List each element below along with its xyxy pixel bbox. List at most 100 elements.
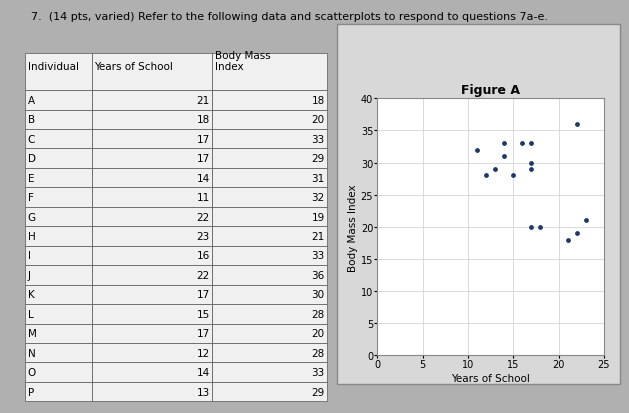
Bar bbox=[92, 304, 213, 324]
Bar bbox=[213, 343, 327, 363]
Text: 33: 33 bbox=[311, 367, 325, 377]
Point bbox=[526, 140, 537, 147]
Bar bbox=[25, 54, 92, 91]
Text: 21: 21 bbox=[197, 95, 210, 106]
Text: 12: 12 bbox=[197, 348, 210, 358]
Bar bbox=[213, 324, 327, 343]
Point bbox=[508, 173, 518, 179]
Y-axis label: Body Mass Index: Body Mass Index bbox=[348, 183, 358, 271]
Bar bbox=[92, 54, 213, 91]
Bar bbox=[92, 169, 213, 188]
Bar bbox=[25, 169, 92, 188]
Bar bbox=[25, 382, 92, 401]
Bar bbox=[25, 149, 92, 169]
Text: 32: 32 bbox=[311, 192, 325, 203]
Title: Figure A: Figure A bbox=[461, 83, 520, 97]
Text: 19: 19 bbox=[311, 212, 325, 222]
Bar bbox=[213, 110, 327, 130]
Text: O: O bbox=[28, 367, 36, 377]
Text: P: P bbox=[28, 387, 34, 397]
Point bbox=[499, 153, 509, 160]
Point bbox=[499, 140, 509, 147]
Point bbox=[517, 140, 527, 147]
Text: 15: 15 bbox=[197, 309, 210, 319]
Text: B: B bbox=[28, 115, 35, 125]
Text: 36: 36 bbox=[311, 270, 325, 280]
Bar bbox=[25, 130, 92, 149]
Text: 22: 22 bbox=[197, 270, 210, 280]
Bar bbox=[213, 149, 327, 169]
Text: 7.  (14 pts, varied) Refer to the following data and scatterplots to respond to : 7. (14 pts, varied) Refer to the followi… bbox=[31, 12, 548, 22]
Point bbox=[526, 224, 537, 230]
Point bbox=[526, 166, 537, 173]
Bar bbox=[213, 363, 327, 382]
Text: M: M bbox=[28, 328, 36, 339]
Bar bbox=[92, 324, 213, 343]
Text: 21: 21 bbox=[311, 231, 325, 242]
Text: 14: 14 bbox=[197, 367, 210, 377]
Bar bbox=[25, 304, 92, 324]
Point bbox=[572, 121, 582, 128]
Text: L: L bbox=[28, 309, 33, 319]
Bar bbox=[92, 149, 213, 169]
Bar bbox=[92, 343, 213, 363]
Bar bbox=[25, 110, 92, 130]
Bar bbox=[213, 382, 327, 401]
Bar bbox=[25, 188, 92, 207]
Text: 14: 14 bbox=[197, 173, 210, 183]
Text: 28: 28 bbox=[311, 309, 325, 319]
Text: 18: 18 bbox=[311, 95, 325, 106]
Bar bbox=[25, 363, 92, 382]
Bar bbox=[25, 246, 92, 266]
Bar bbox=[25, 285, 92, 304]
Bar bbox=[92, 382, 213, 401]
Text: 33: 33 bbox=[311, 251, 325, 261]
Text: 30: 30 bbox=[311, 290, 325, 300]
Text: Years of School: Years of School bbox=[94, 62, 173, 72]
Bar bbox=[213, 54, 327, 91]
Text: 28: 28 bbox=[311, 348, 325, 358]
Bar bbox=[92, 266, 213, 285]
Text: 16: 16 bbox=[197, 251, 210, 261]
Text: C: C bbox=[28, 134, 35, 145]
Text: 31: 31 bbox=[311, 173, 325, 183]
Point bbox=[526, 160, 537, 166]
Text: H: H bbox=[28, 231, 35, 242]
Bar bbox=[213, 227, 327, 246]
Text: Individual: Individual bbox=[28, 62, 79, 72]
Bar bbox=[92, 363, 213, 382]
Text: A: A bbox=[28, 95, 35, 106]
Text: 33: 33 bbox=[311, 134, 325, 145]
Text: 29: 29 bbox=[311, 154, 325, 164]
Point bbox=[572, 230, 582, 237]
Point bbox=[490, 166, 500, 173]
Text: E: E bbox=[28, 173, 34, 183]
Text: 18: 18 bbox=[197, 115, 210, 125]
Bar bbox=[213, 246, 327, 266]
Bar bbox=[92, 130, 213, 149]
Text: Body Mass
Index: Body Mass Index bbox=[215, 51, 270, 72]
Text: G: G bbox=[28, 212, 36, 222]
Bar bbox=[213, 188, 327, 207]
Point bbox=[535, 224, 545, 230]
Bar bbox=[213, 285, 327, 304]
Bar bbox=[25, 324, 92, 343]
Text: 17: 17 bbox=[197, 328, 210, 339]
Bar bbox=[213, 91, 327, 110]
Text: 17: 17 bbox=[197, 154, 210, 164]
Text: I: I bbox=[28, 251, 31, 261]
Bar bbox=[213, 207, 327, 227]
Text: F: F bbox=[28, 192, 33, 203]
Bar bbox=[25, 207, 92, 227]
Text: 23: 23 bbox=[197, 231, 210, 242]
Bar bbox=[92, 207, 213, 227]
Text: K: K bbox=[28, 290, 35, 300]
Text: 17: 17 bbox=[197, 134, 210, 145]
Text: 29: 29 bbox=[311, 387, 325, 397]
X-axis label: Years of School: Years of School bbox=[451, 373, 530, 383]
Bar bbox=[25, 91, 92, 110]
Bar bbox=[92, 227, 213, 246]
Text: N: N bbox=[28, 348, 35, 358]
Text: 13: 13 bbox=[197, 387, 210, 397]
Bar bbox=[213, 130, 327, 149]
